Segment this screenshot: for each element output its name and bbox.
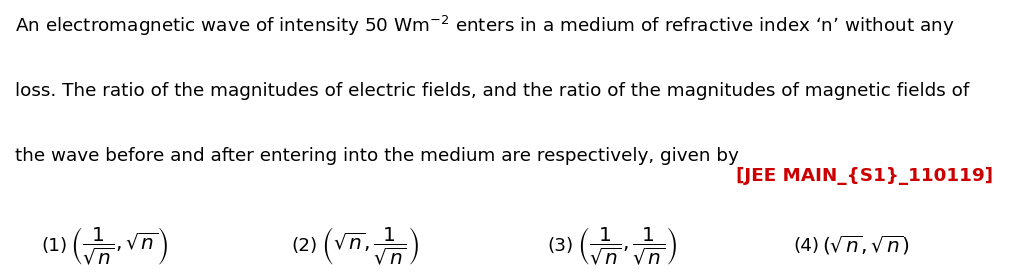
Text: (1): (1) <box>41 237 68 255</box>
Text: [JEE MAIN_{S1}_110119]: [JEE MAIN_{S1}_110119] <box>736 167 993 185</box>
Text: loss. The ratio of the magnitudes of electric fields, and the ratio of the magni: loss. The ratio of the magnitudes of ele… <box>15 82 970 100</box>
Text: $\left(\dfrac{1}{\sqrt{n}},\dfrac{1}{\sqrt{n}}\right)$: $\left(\dfrac{1}{\sqrt{n}},\dfrac{1}{\sq… <box>577 225 677 266</box>
Text: (4): (4) <box>794 237 820 255</box>
Text: (2): (2) <box>292 237 318 255</box>
Text: $\left(\sqrt{n},\sqrt{n}\right)$: $\left(\sqrt{n},\sqrt{n}\right)$ <box>822 234 910 257</box>
Text: the wave before and after entering into the medium are respectively, given by: the wave before and after entering into … <box>15 147 739 165</box>
Text: $\left(\sqrt{n},\dfrac{1}{\sqrt{n}}\right)$: $\left(\sqrt{n},\dfrac{1}{\sqrt{n}}\righ… <box>321 225 419 266</box>
Text: (3): (3) <box>548 237 574 255</box>
Text: $\left(\dfrac{1}{\sqrt{n}},\sqrt{n}\right)$: $\left(\dfrac{1}{\sqrt{n}},\sqrt{n}\righ… <box>70 225 168 266</box>
Text: An electromagnetic wave of intensity 50 Wm$^{-2}$ enters in a medium of refracti: An electromagnetic wave of intensity 50 … <box>15 14 954 38</box>
